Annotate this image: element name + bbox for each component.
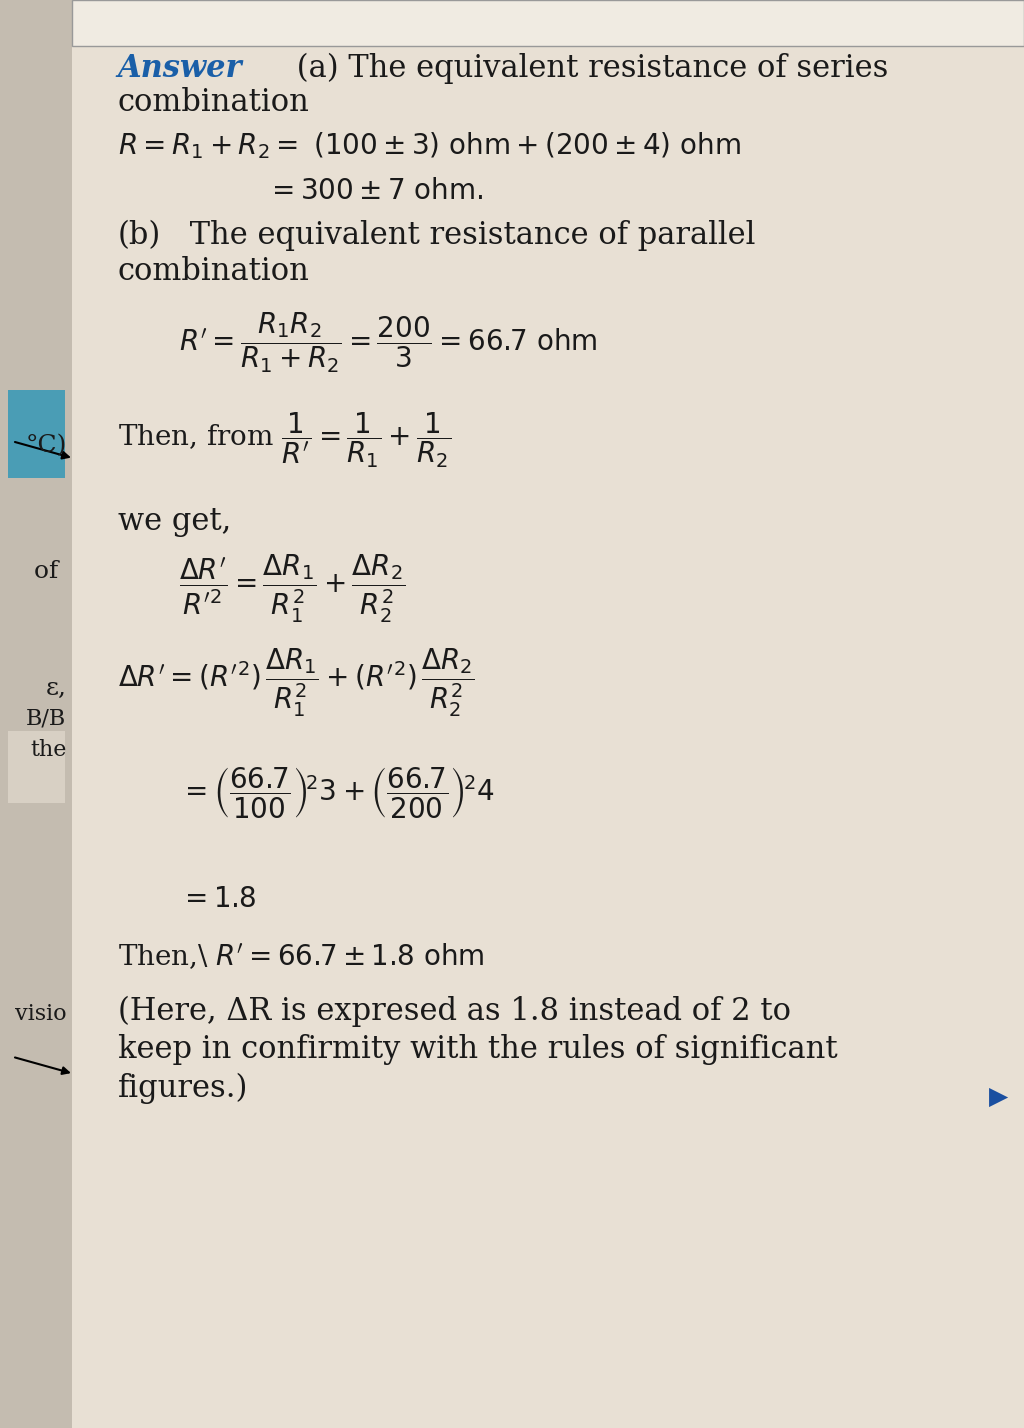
Text: the: the [30, 738, 67, 761]
Text: combination: combination [118, 256, 309, 287]
Text: ▶: ▶ [989, 1085, 1009, 1108]
Text: Answer: Answer [118, 53, 243, 84]
Text: $= 300 \pm 7\ \mathrm{ohm.}$: $= 300 \pm 7\ \mathrm{ohm.}$ [266, 178, 483, 204]
Text: keep in confirmity with the rules of significant: keep in confirmity with the rules of sig… [118, 1034, 838, 1065]
Text: (a) The equivalent resistance of series: (a) The equivalent resistance of series [287, 53, 888, 84]
Text: (b): (b) [118, 220, 161, 251]
Text: Then, from $\dfrac{1}{R'} = \dfrac{1}{R_1} + \dfrac{1}{R_2}$: Then, from $\dfrac{1}{R'} = \dfrac{1}{R_… [118, 410, 451, 470]
FancyBboxPatch shape [0, 0, 72, 1428]
FancyBboxPatch shape [72, 0, 1024, 1428]
FancyBboxPatch shape [8, 731, 65, 803]
Text: $= 1.8$: $= 1.8$ [179, 887, 257, 912]
Text: Then,\ $R' = 66.7 \pm 1.8\ \mathrm{ohm}$: Then,\ $R' = 66.7 \pm 1.8\ \mathrm{ohm}$ [118, 941, 484, 972]
Text: of: of [35, 560, 67, 583]
FancyBboxPatch shape [72, 0, 1024, 46]
Text: °C): °C) [26, 434, 67, 457]
Text: figures.): figures.) [118, 1072, 248, 1104]
Text: $R = R_1 + R_2 =\ (100 \pm 3)\ \mathrm{ohm} + (200 \pm 4)\ \mathrm{ohm}$: $R = R_1 + R_2 =\ (100 \pm 3)\ \mathrm{o… [118, 130, 740, 161]
Text: we get,: we get, [118, 506, 231, 537]
Text: B/B: B/B [27, 707, 67, 730]
Text: combination: combination [118, 87, 309, 119]
Text: $\Delta R' = (R'^{2})\,\dfrac{\Delta R_1}{R_1^{2}} + (R'^{2})\,\dfrac{\Delta R_2: $\Delta R' = (R'^{2})\,\dfrac{\Delta R_1… [118, 647, 475, 718]
Text: ε,: ε, [45, 677, 67, 700]
Text: The equivalent resistance of parallel: The equivalent resistance of parallel [179, 220, 755, 251]
Text: $= \left(\dfrac{66.7}{100}\right)^{\!2} 3 + \left(\dfrac{66.7}{200}\right)^{\!2}: $= \left(\dfrac{66.7}{100}\right)^{\!2} … [179, 765, 495, 820]
FancyBboxPatch shape [8, 390, 65, 478]
Text: $R' = \dfrac{R_1 R_2}{R_1 + R_2} = \dfrac{200}{3} = 66.7\ \mathrm{ohm}$: $R' = \dfrac{R_1 R_2}{R_1 + R_2} = \dfra… [179, 310, 598, 376]
Text: $\dfrac{\Delta R'}{R'^{2}} = \dfrac{\Delta R_1}{R_1^{2}} + \dfrac{\Delta R_2}{R_: $\dfrac{\Delta R'}{R'^{2}} = \dfrac{\Del… [179, 553, 406, 624]
Text: visio: visio [15, 1002, 67, 1025]
Text: (Here, ΔR is expresed as 1.8 instead of 2 to: (Here, ΔR is expresed as 1.8 instead of … [118, 995, 791, 1027]
